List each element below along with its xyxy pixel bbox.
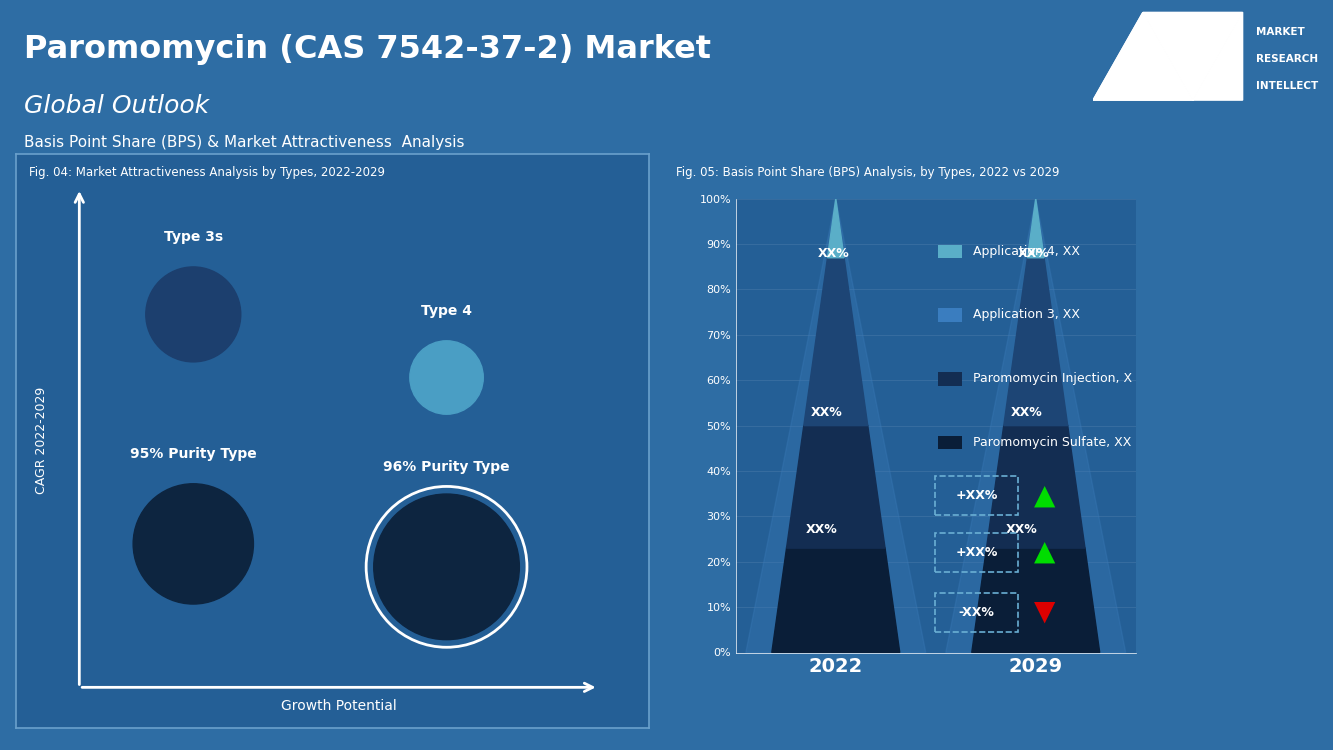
Text: -XX%: -XX% — [958, 605, 994, 619]
Text: Paromomycin Sulfate, XX: Paromomycin Sulfate, XX — [973, 436, 1130, 449]
Text: 96% Purity Type: 96% Purity Type — [384, 460, 509, 474]
Text: Growth Potential: Growth Potential — [281, 699, 397, 713]
Polygon shape — [804, 258, 868, 426]
Text: Paromomycin (CAS 7542-37-2) Market: Paromomycin (CAS 7542-37-2) Market — [24, 34, 710, 64]
Text: CAGR 2022-2029: CAGR 2022-2029 — [35, 387, 48, 494]
Text: XX%: XX% — [1006, 524, 1037, 536]
Polygon shape — [1142, 13, 1242, 100]
Text: XX%: XX% — [817, 247, 849, 259]
Polygon shape — [1004, 258, 1068, 426]
Text: Type 4: Type 4 — [421, 304, 472, 318]
Polygon shape — [772, 548, 900, 652]
Text: Basis Point Share (BPS) & Market Attractiveness  Analysis: Basis Point Share (BPS) & Market Attract… — [24, 135, 464, 150]
Text: Fig. 05: Basis Point Share (BPS) Analysis, by Types, 2022 vs 2029: Fig. 05: Basis Point Share (BPS) Analysi… — [676, 166, 1060, 179]
Text: Fig. 04: Market Attractiveness Analysis by Types, 2022-2029: Fig. 04: Market Attractiveness Analysis … — [29, 166, 385, 179]
Polygon shape — [986, 426, 1085, 548]
Ellipse shape — [409, 340, 484, 414]
Polygon shape — [946, 199, 1126, 652]
Text: MARKET: MARKET — [1256, 27, 1305, 37]
Polygon shape — [1028, 199, 1044, 258]
Text: 95% Purity Type: 95% Purity Type — [129, 447, 257, 460]
Text: +XX%: +XX% — [956, 545, 998, 559]
Ellipse shape — [373, 494, 520, 640]
Text: XX%: XX% — [810, 406, 842, 418]
Text: Paromomycin Injection, X: Paromomycin Injection, X — [973, 372, 1132, 386]
Polygon shape — [972, 548, 1100, 652]
Text: XX%: XX% — [1017, 247, 1049, 259]
Polygon shape — [786, 426, 885, 548]
Text: XX%: XX% — [806, 524, 837, 536]
Text: INTELLECT: INTELLECT — [1256, 81, 1318, 91]
Polygon shape — [1093, 13, 1242, 100]
Text: XX%: XX% — [1010, 406, 1042, 418]
Polygon shape — [828, 199, 844, 258]
Text: +XX%: +XX% — [956, 489, 998, 502]
Text: ▲: ▲ — [1034, 482, 1056, 510]
Text: Application 3, XX: Application 3, XX — [973, 308, 1080, 322]
Polygon shape — [1093, 13, 1193, 100]
Text: Application 4, XX: Application 4, XX — [973, 244, 1080, 258]
Ellipse shape — [145, 267, 241, 362]
Ellipse shape — [133, 484, 253, 604]
Polygon shape — [746, 199, 926, 652]
Text: Type 3s: Type 3s — [164, 230, 223, 244]
Text: Global Outlook: Global Outlook — [24, 94, 209, 118]
Text: ▲: ▲ — [1034, 538, 1056, 566]
Text: ▼: ▼ — [1034, 598, 1056, 626]
Text: RESEARCH: RESEARCH — [1256, 54, 1318, 64]
